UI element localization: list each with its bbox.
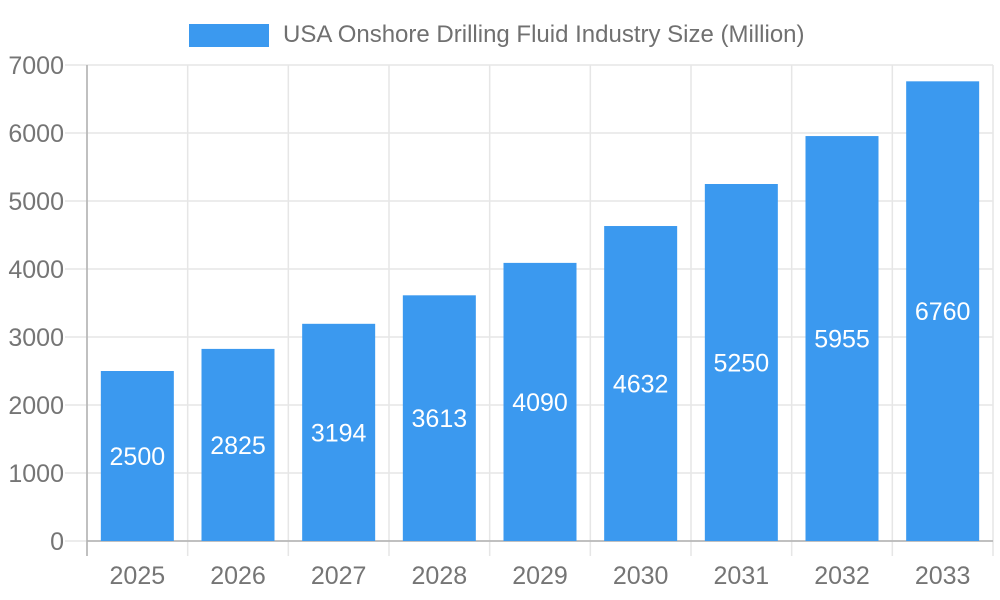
bar[interactable] bbox=[503, 262, 577, 541]
y-tick-label: 4000 bbox=[8, 256, 64, 284]
y-tick-label: 7000 bbox=[8, 52, 64, 80]
bar-value-label: 2825 bbox=[210, 432, 266, 460]
y-tick-label: 6000 bbox=[8, 120, 64, 148]
legend-swatch[interactable] bbox=[189, 23, 269, 47]
bar[interactable] bbox=[604, 226, 678, 542]
bar[interactable] bbox=[302, 323, 376, 541]
y-tick-label: 0 bbox=[50, 528, 64, 556]
bar[interactable] bbox=[100, 371, 174, 541]
bar-value-label: 5955 bbox=[814, 326, 870, 354]
x-tick-label: 2027 bbox=[311, 562, 367, 590]
bar-value-label: 3194 bbox=[311, 419, 367, 447]
bar[interactable] bbox=[402, 295, 476, 541]
x-tick-label: 2026 bbox=[210, 562, 266, 590]
x-tick-label: 2028 bbox=[412, 562, 468, 590]
bar[interactable] bbox=[201, 348, 275, 541]
y-tick-label: 3000 bbox=[8, 324, 64, 352]
bar-value-label: 3613 bbox=[412, 405, 468, 433]
bar[interactable] bbox=[805, 136, 879, 541]
x-tick-label: 2032 bbox=[814, 562, 870, 590]
x-tick-label: 2025 bbox=[110, 562, 166, 590]
bar-value-label: 6760 bbox=[915, 298, 971, 326]
bar-value-label: 2500 bbox=[110, 443, 166, 471]
bar-value-label: 5250 bbox=[714, 350, 770, 378]
bar[interactable] bbox=[704, 184, 778, 541]
y-tick-label: 2000 bbox=[8, 392, 64, 420]
x-tick-label: 2031 bbox=[714, 562, 770, 590]
x-tick-label: 2030 bbox=[613, 562, 669, 590]
bar[interactable] bbox=[906, 81, 980, 541]
legend[interactable]: USA Onshore Drilling Fluid Industry Size… bbox=[189, 21, 805, 49]
bar-value-label: 4632 bbox=[613, 371, 669, 399]
x-tick-label: 2033 bbox=[915, 562, 971, 590]
x-tick-label: 2029 bbox=[512, 562, 568, 590]
legend-label: USA Onshore Drilling Fluid Industry Size… bbox=[283, 21, 805, 48]
y-tick-label: 1000 bbox=[8, 460, 64, 488]
bar-value-label: 4090 bbox=[512, 389, 568, 417]
y-tick-label: 5000 bbox=[8, 188, 64, 216]
